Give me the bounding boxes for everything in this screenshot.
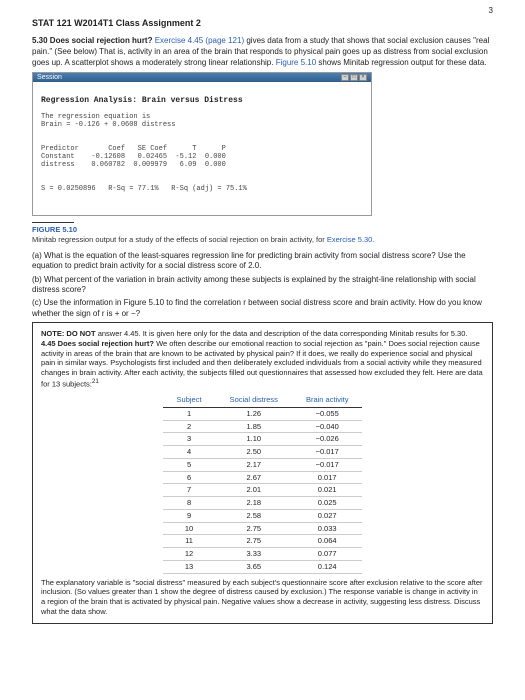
data-table: SubjectSocial distressBrain activity 11.… — [163, 393, 363, 574]
table-cell: 0.021 — [292, 484, 363, 497]
table-cell: 11 — [163, 535, 216, 548]
table-cell: 1.26 — [216, 407, 292, 420]
close-icon: × — [359, 74, 367, 81]
question-b: (b) What percent of the variation in bra… — [32, 275, 493, 296]
eq-line-2: Brain = -0.126 + 0.0608 distress — [41, 121, 175, 129]
table-cell: 4 — [163, 446, 216, 459]
table-cell: 0.033 — [292, 522, 363, 535]
table-cell: 3 — [163, 433, 216, 446]
note-footer: The explanatory variable is "social dist… — [41, 578, 484, 617]
table-header: Social distress — [216, 393, 292, 407]
table-cell: 1.10 — [216, 433, 292, 446]
table-cell: 2.75 — [216, 522, 292, 535]
question-a: (a) What is the equation of the least-sq… — [32, 251, 493, 272]
figure-caption: FIGURE 5.10 Minitab regression output fo… — [32, 225, 493, 245]
table-cell: 7 — [163, 484, 216, 497]
table-row: 133.650.124 — [163, 560, 363, 573]
stats-line: S = 0.0250896 R-Sq = 77.1% R-Sq (adj) = … — [41, 185, 247, 193]
window-title: Session — [37, 74, 62, 81]
table-cell: 3.65 — [216, 560, 292, 573]
table-row: 11.26−0.055 — [163, 407, 363, 420]
question-number: 5.30 Does social rejection hurt? — [32, 36, 152, 45]
table-row: 72.010.021 — [163, 484, 363, 497]
regression-heading: Regression Analysis: Brain versus Distre… — [41, 96, 243, 105]
table-cell: 1.85 — [216, 420, 292, 433]
table-cell: 0.025 — [292, 497, 363, 510]
eq-line-1: The regression equation is — [41, 113, 150, 121]
table-cell: 2.50 — [216, 446, 292, 459]
table-cell: −0.040 — [292, 420, 363, 433]
table-cell: 5 — [163, 458, 216, 471]
table-cell: 0.077 — [292, 548, 363, 561]
note-prefix: NOTE: DO NOT — [41, 329, 96, 338]
note-line-1: NOTE: DO NOT answer 4.45. It is given he… — [41, 329, 484, 339]
table-cell: 9 — [163, 509, 216, 522]
note-body: 4.45 Does social rejection hurt? We ofte… — [41, 339, 484, 389]
table-cell: 2 — [163, 420, 216, 433]
table-cell: 1 — [163, 407, 216, 420]
table-cell: 12 — [163, 548, 216, 561]
window-buttons: – □ × — [341, 74, 367, 81]
table-row: 21.85−0.040 — [163, 420, 363, 433]
note-box: NOTE: DO NOT answer 4.45. It is given he… — [32, 322, 493, 624]
figure-caption-link: Exercise 5.30. — [327, 235, 375, 244]
table-row: 123.330.077 — [163, 548, 363, 561]
table-cell: −0.017 — [292, 458, 363, 471]
table-cell: 2.58 — [216, 509, 292, 522]
minimize-icon: – — [341, 74, 349, 81]
table-cell: 8 — [163, 497, 216, 510]
table-row: 102.750.033 — [163, 522, 363, 535]
predictor-table: Predictor Coef SE Coef T P Constant -0.1… — [41, 145, 226, 169]
figure-link: Figure 5.10 — [276, 58, 316, 67]
table-cell: −0.017 — [292, 446, 363, 459]
divider — [32, 222, 74, 223]
note-lead: 4.45 Does social rejection hurt? — [41, 339, 154, 348]
table-row: 31.10−0.026 — [163, 433, 363, 446]
table-cell: 2.17 — [216, 458, 292, 471]
page-number: 3 — [489, 6, 493, 15]
footnote-ref: 21 — [92, 378, 99, 385]
table-cell: 2.67 — [216, 471, 292, 484]
table-cell: 0.027 — [292, 509, 363, 522]
table-row: 112.750.064 — [163, 535, 363, 548]
table-cell: 2.18 — [216, 497, 292, 510]
exercise-link: Exercise 4.45 (page 121) — [155, 36, 244, 45]
course-header: STAT 121 W2014T1 Class Assignment 2 — [32, 18, 493, 28]
table-cell: −0.055 — [292, 407, 363, 420]
table-header: Subject — [163, 393, 216, 407]
question-c: (c) Use the information in Figure 5.10 t… — [32, 298, 493, 319]
minitab-window: Session – □ × Regression Analysis: Brain… — [32, 72, 372, 216]
table-cell: 13 — [163, 560, 216, 573]
table-row: 62.670.017 — [163, 471, 363, 484]
minitab-titlebar: Session – □ × — [33, 73, 371, 82]
intro-paragraph: 5.30 Does social rejection hurt? Exercis… — [32, 36, 493, 68]
table-cell: 2.01 — [216, 484, 292, 497]
table-cell: 3.33 — [216, 548, 292, 561]
table-cell: −0.026 — [292, 433, 363, 446]
minitab-body: Regression Analysis: Brain versus Distre… — [33, 82, 371, 215]
table-cell: 0.124 — [292, 560, 363, 573]
figure-label: FIGURE 5.10 — [32, 225, 77, 234]
figure-caption-text: Minitab regression output for a study of… — [32, 235, 327, 244]
table-row: 42.50−0.017 — [163, 446, 363, 459]
table-row: 92.580.027 — [163, 509, 363, 522]
intro-text-2: shows Minitab regression output for thes… — [318, 58, 486, 67]
table-cell: 0.064 — [292, 535, 363, 548]
table-row: 52.17−0.017 — [163, 458, 363, 471]
table-row: 82.180.025 — [163, 497, 363, 510]
table-cell: 0.017 — [292, 471, 363, 484]
table-cell: 6 — [163, 471, 216, 484]
table-cell: 10 — [163, 522, 216, 535]
note-text-1: answer 4.45. It is given here only for t… — [98, 329, 468, 338]
table-cell: 2.75 — [216, 535, 292, 548]
maximize-icon: □ — [350, 74, 358, 81]
table-header: Brain activity — [292, 393, 363, 407]
